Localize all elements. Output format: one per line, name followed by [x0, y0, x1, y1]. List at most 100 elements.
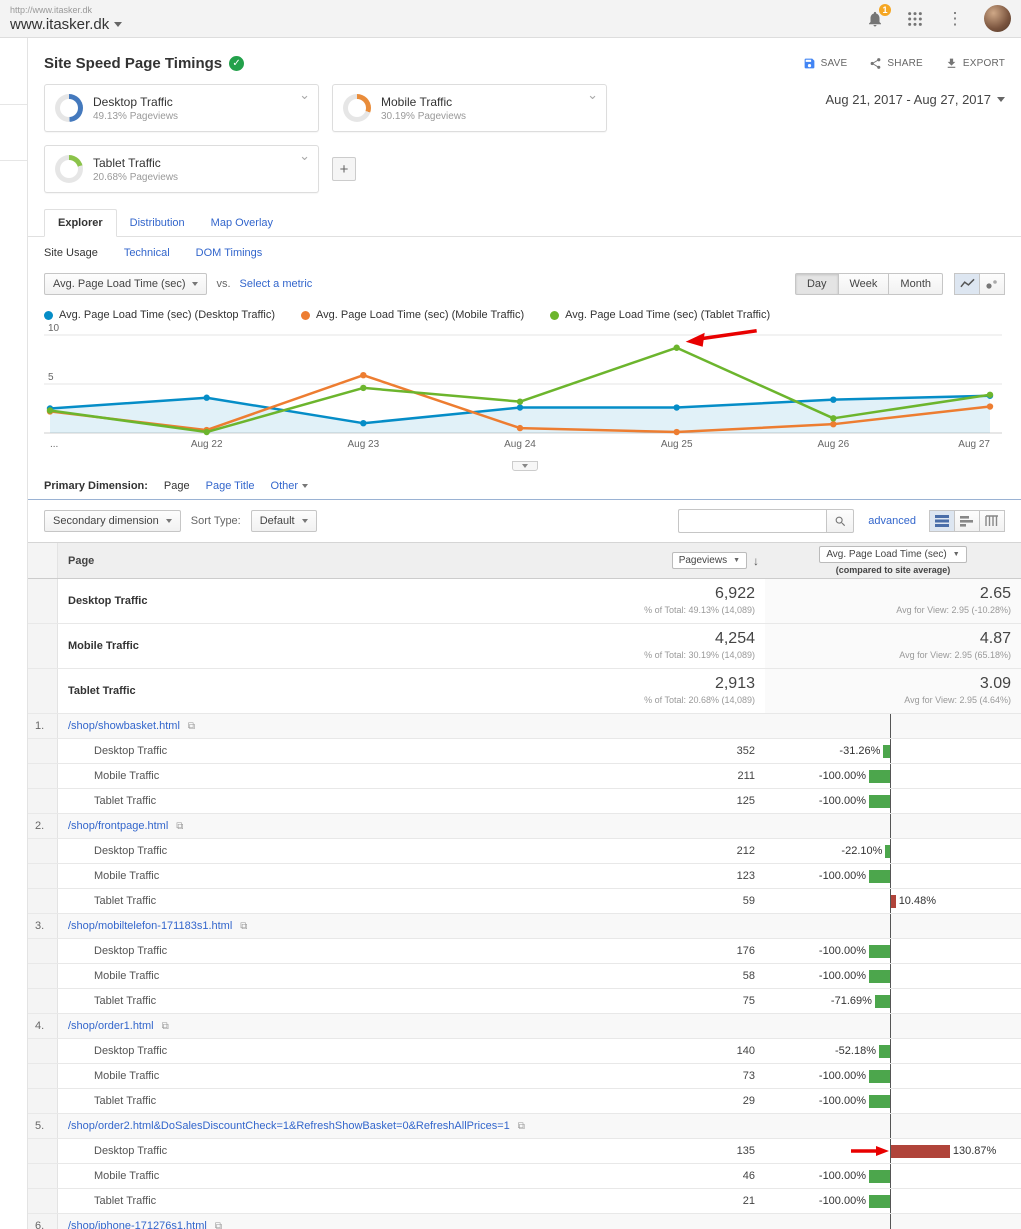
- select-metric-link[interactable]: Select a metric: [239, 278, 313, 290]
- chevron-down-icon[interactable]: ⌄: [299, 148, 310, 163]
- timeseries-chart: 5 10... Aug 22 Aug 23 Aug 24 Aug 25 Aug 26 Aug …: [28, 321, 1021, 471]
- external-link-icon[interactable]: ⧉: [176, 820, 184, 832]
- segment-row-name: Desktop Traffic: [94, 945, 168, 957]
- export-button[interactable]: EXPORT: [945, 57, 1005, 70]
- segment-pageviews: 59: [742, 895, 755, 907]
- pageviews-note: % of Total: 20.68% (14,089): [644, 695, 755, 705]
- summary-segment-name: Mobile Traffic: [68, 640, 139, 652]
- delta-bar-negative: [874, 994, 890, 1008]
- legend-dot: [550, 310, 560, 320]
- row-annotation-arrow: [851, 1145, 889, 1157]
- segment-row-name: Desktop Traffic: [94, 745, 168, 757]
- segment-pageviews: 75: [742, 995, 755, 1007]
- segment-card-desktop-traffic[interactable]: Desktop Traffic 49.13% Pageviews ⌄: [44, 84, 319, 132]
- report-tabs: Explorer Distribution Map Overlay: [28, 203, 1021, 237]
- caret-down-icon: [165, 519, 172, 523]
- delta-label: -100.00%: [818, 795, 866, 807]
- page-link[interactable]: /shop/order1.html: [68, 1020, 154, 1032]
- axis-expander-button[interactable]: [511, 461, 538, 471]
- line-chart-view-button[interactable]: [954, 273, 980, 295]
- advanced-search-link[interactable]: advanced: [868, 515, 916, 527]
- avatar[interactable]: [984, 5, 1011, 32]
- account-selector[interactable]: www.itasker.dk: [10, 16, 123, 33]
- page-link[interactable]: /shop/showbasket.html: [68, 720, 180, 732]
- primary-dimension-page-title[interactable]: Page Title: [205, 480, 255, 492]
- apps-grid-button[interactable]: [904, 8, 926, 30]
- metric-dropdown[interactable]: Avg. Page Load Time (sec): [44, 273, 208, 295]
- table-search-input[interactable]: [678, 509, 827, 533]
- row-index: 5.: [28, 1114, 58, 1138]
- segment-row-name: Tablet Traffic: [94, 795, 157, 807]
- pageviews-column-selector[interactable]: Pageviews ▼: [671, 552, 747, 569]
- legend-dot: [44, 310, 53, 320]
- table-row-segment: Mobile Traffic 211 -100.00%: [28, 764, 1021, 789]
- comparison-view-button[interactable]: [954, 510, 980, 532]
- secondary-dimension-dropdown[interactable]: Secondary dimension: [44, 510, 181, 532]
- column-header-page[interactable]: Page: [68, 554, 95, 567]
- tab-map-overlay[interactable]: Map Overlay: [210, 217, 274, 229]
- external-link-icon[interactable]: ⧉: [214, 1220, 222, 1229]
- page-link[interactable]: /shop/mobiltelefon-171183s1.html: [68, 920, 233, 932]
- legend-label: Avg. Page Load Time (sec) (Mobile Traffi…: [316, 309, 525, 321]
- svg-text:Aug 26: Aug 26: [817, 439, 849, 450]
- tab-distribution[interactable]: Distribution: [129, 217, 185, 229]
- external-link-icon[interactable]: ⧉: [517, 1120, 525, 1132]
- external-link-icon[interactable]: ⧉: [161, 1020, 169, 1032]
- subtab-dom-timings[interactable]: DOM Timings: [195, 247, 263, 259]
- pivot-view-button[interactable]: [979, 510, 1005, 532]
- add-segment-button[interactable]: +: [332, 157, 356, 181]
- share-button[interactable]: SHARE: [869, 57, 923, 70]
- granularity-day-button[interactable]: Day: [794, 273, 839, 295]
- legend-item: Avg. Page Load Time (sec) (Tablet Traffi…: [550, 309, 770, 321]
- sort-type-dropdown[interactable]: Default: [250, 510, 317, 532]
- segment-pageviews: 21: [742, 1195, 755, 1207]
- line-chart-icon: [959, 278, 975, 288]
- delta-bar-negative: [869, 969, 890, 983]
- delta-bar-negative: [883, 744, 890, 758]
- left-rail: [0, 38, 28, 1229]
- legend-label: Avg. Page Load Time (sec) (Desktop Traff…: [59, 309, 276, 321]
- save-icon: [804, 58, 815, 69]
- row-gutter: [28, 1089, 58, 1113]
- date-range-selector[interactable]: Aug 21, 2017 - Aug 27, 2017: [825, 92, 1005, 107]
- subtab-technical[interactable]: Technical: [123, 247, 170, 259]
- report-subtabs: Site Usage Technical DOM Timings: [28, 237, 1021, 269]
- metric-note: Avg for View: 2.95 (4.64%): [904, 695, 1011, 705]
- row-index: 6.: [28, 1214, 58, 1229]
- page-link[interactable]: /shop/order2.html&DoSalesDiscountCheck=1…: [68, 1120, 510, 1132]
- page-link[interactable]: /shop/iphone-171276s1.html: [68, 1220, 207, 1229]
- segment-row-name: Tablet Traffic: [94, 895, 157, 907]
- external-link-icon[interactable]: ⧉: [187, 720, 196, 732]
- segment-card-tablet-traffic[interactable]: Tablet Traffic 20.68% Pageviews ⌄: [44, 145, 319, 193]
- segment-card-mobile-traffic[interactable]: Mobile Traffic 30.19% Pageviews ⌄: [332, 84, 607, 132]
- primary-dimension-other[interactable]: Other: [271, 480, 309, 492]
- page-link[interactable]: /shop/frontpage.html: [68, 820, 169, 832]
- sort-type-label: Sort Type:: [190, 515, 241, 527]
- granularity-group: Day Week Month: [794, 273, 943, 295]
- external-link-icon[interactable]: ⧉: [240, 920, 248, 932]
- row-gutter: [28, 1189, 58, 1213]
- delta-label: -100.00%: [818, 1170, 866, 1182]
- search-button[interactable]: [826, 509, 855, 533]
- granularity-week-button[interactable]: Week: [837, 273, 890, 295]
- table-view-button[interactable]: [929, 510, 955, 532]
- legend-item: Avg. Page Load Time (sec) (Desktop Traff…: [44, 309, 275, 321]
- chevron-down-icon[interactable]: ⌄: [587, 87, 598, 102]
- granularity-month-button[interactable]: Month: [888, 273, 943, 295]
- primary-dimension-page[interactable]: Page: [163, 480, 190, 492]
- summary-pageviews: 4,254 % of Total: 30.19% (14,089): [600, 624, 765, 668]
- notifications-button[interactable]: 1: [864, 2, 892, 30]
- search-icon: [835, 516, 845, 526]
- caret-down-icon: [997, 97, 1005, 102]
- motion-chart-view-button[interactable]: [979, 273, 1005, 295]
- more-menu-button[interactable]: ⋮: [944, 8, 966, 30]
- save-button[interactable]: SAVE: [803, 57, 848, 70]
- subtab-site-usage[interactable]: Site Usage: [44, 247, 98, 259]
- metric-column-selector[interactable]: Avg. Page Load Time (sec) ▼: [819, 546, 967, 563]
- tab-explorer[interactable]: Explorer: [44, 209, 117, 237]
- caret-down-icon: [114, 21, 123, 27]
- sort-direction-icon[interactable]: ↓: [753, 553, 759, 568]
- segment-donut: [55, 94, 83, 122]
- segment-pageviews: 46: [742, 1170, 755, 1182]
- chevron-down-icon[interactable]: ⌄: [299, 87, 310, 102]
